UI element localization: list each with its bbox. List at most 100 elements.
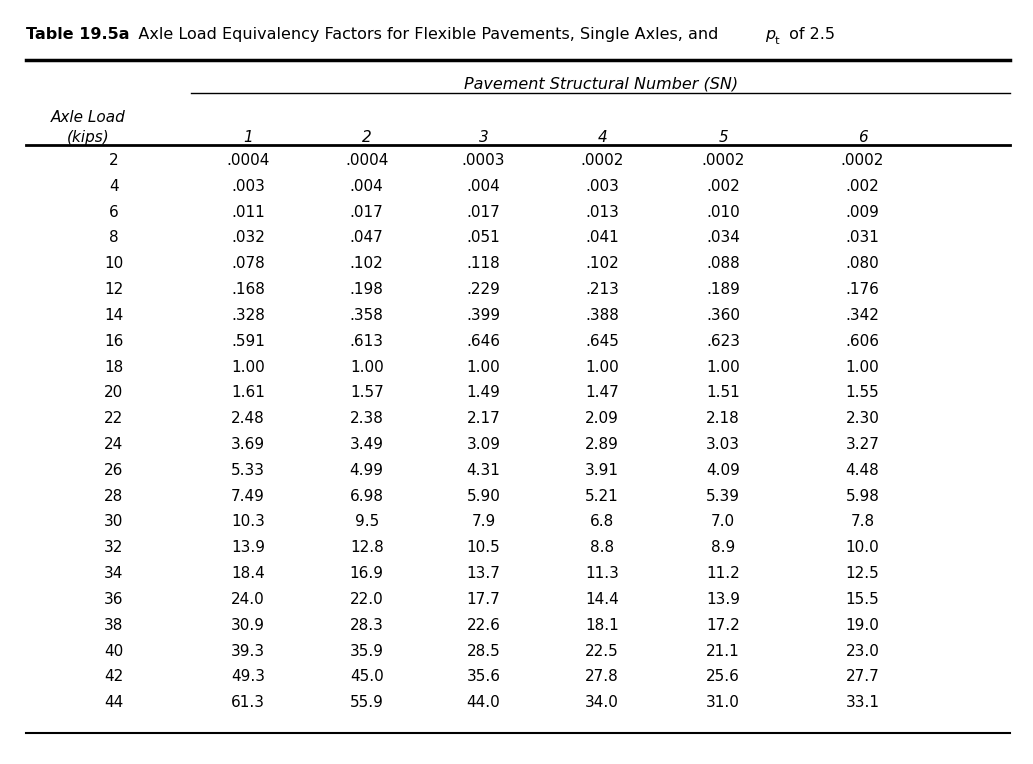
Text: 34.0: 34.0: [586, 695, 619, 711]
Text: 44.0: 44.0: [467, 695, 500, 711]
Text: 30: 30: [104, 514, 123, 529]
Text: 26: 26: [104, 463, 123, 478]
Text: 55.9: 55.9: [350, 695, 383, 711]
Text: 17.2: 17.2: [707, 618, 740, 633]
Text: .0003: .0003: [462, 153, 505, 168]
Text: 3.49: 3.49: [350, 437, 383, 452]
Text: .004: .004: [350, 179, 383, 194]
Text: .034: .034: [707, 231, 740, 245]
Text: 3.69: 3.69: [230, 437, 265, 452]
Text: 12: 12: [104, 282, 123, 297]
Text: 18.4: 18.4: [231, 566, 264, 581]
Text: 1.55: 1.55: [846, 385, 879, 400]
Text: .646: .646: [467, 334, 500, 348]
Text: 8.9: 8.9: [711, 540, 735, 555]
Text: .189: .189: [707, 282, 740, 297]
Text: .360: .360: [707, 308, 740, 323]
Text: .051: .051: [467, 231, 500, 245]
Text: Axle Load Equivalency Factors for Flexible Pavements, Single Axles, and: Axle Load Equivalency Factors for Flexib…: [123, 27, 723, 42]
Text: Pavement Structural Number (SN): Pavement Structural Number (SN): [464, 76, 738, 92]
Text: 5: 5: [718, 130, 728, 145]
Text: 4.09: 4.09: [707, 463, 740, 478]
Text: .017: .017: [350, 205, 383, 219]
Text: .0004: .0004: [345, 153, 388, 168]
Text: 10.0: 10.0: [846, 540, 879, 555]
Text: 12.8: 12.8: [350, 540, 383, 555]
Text: .645: .645: [586, 334, 619, 348]
Text: 5.90: 5.90: [467, 489, 500, 503]
Text: .342: .342: [846, 308, 879, 323]
Text: 5.21: 5.21: [586, 489, 619, 503]
Text: .009: .009: [846, 205, 879, 219]
Text: .010: .010: [707, 205, 740, 219]
Text: 1.00: 1.00: [846, 360, 879, 374]
Text: 1.49: 1.49: [467, 385, 500, 400]
Text: 49.3: 49.3: [231, 669, 264, 685]
Text: 1.00: 1.00: [350, 360, 383, 374]
Text: Table 19.5a: Table 19.5a: [26, 27, 129, 42]
Text: .399: .399: [466, 308, 501, 323]
Text: 27.7: 27.7: [846, 669, 879, 685]
Text: .004: .004: [467, 179, 500, 194]
Text: .032: .032: [231, 231, 264, 245]
Text: 2.89: 2.89: [586, 437, 619, 452]
Text: 2.17: 2.17: [467, 411, 500, 426]
Text: .613: .613: [350, 334, 383, 348]
Text: .017: .017: [467, 205, 500, 219]
Text: of 2.5: of 2.5: [784, 27, 835, 42]
Text: .358: .358: [350, 308, 383, 323]
Text: .0002: .0002: [701, 153, 745, 168]
Text: 22.6: 22.6: [467, 618, 500, 633]
Text: .0004: .0004: [226, 153, 270, 168]
Text: 7.0: 7.0: [711, 514, 735, 529]
Text: 5.33: 5.33: [231, 463, 264, 478]
Text: 32: 32: [104, 540, 123, 555]
Text: .102: .102: [350, 256, 383, 271]
Text: .229: .229: [467, 282, 500, 297]
Text: 61.3: 61.3: [231, 695, 264, 711]
Text: .088: .088: [707, 256, 740, 271]
Text: .003: .003: [586, 179, 619, 194]
Text: 45.0: 45.0: [350, 669, 383, 685]
Text: 42: 42: [104, 669, 123, 685]
Text: .002: .002: [846, 179, 879, 194]
Text: 20: 20: [104, 385, 123, 400]
Text: .0002: .0002: [581, 153, 624, 168]
Text: .102: .102: [586, 256, 619, 271]
Text: 38: 38: [104, 618, 123, 633]
Text: 28.5: 28.5: [467, 643, 500, 659]
Text: 11.3: 11.3: [586, 566, 619, 581]
Text: 2.38: 2.38: [350, 411, 383, 426]
Text: 7.49: 7.49: [231, 489, 264, 503]
Text: 18: 18: [104, 360, 123, 374]
Text: .198: .198: [350, 282, 383, 297]
Text: 25.6: 25.6: [707, 669, 740, 685]
Text: 8: 8: [108, 231, 119, 245]
Text: 6.98: 6.98: [350, 489, 383, 503]
Text: 7.8: 7.8: [850, 514, 875, 529]
Text: 13.9: 13.9: [231, 540, 264, 555]
Text: .606: .606: [846, 334, 879, 348]
Text: .591: .591: [231, 334, 264, 348]
Text: 31.0: 31.0: [707, 695, 740, 711]
Text: 1.57: 1.57: [350, 385, 383, 400]
Text: 19.0: 19.0: [846, 618, 879, 633]
Text: 23.0: 23.0: [846, 643, 879, 659]
Text: 28.3: 28.3: [350, 618, 383, 633]
Text: .388: .388: [586, 308, 619, 323]
Text: 39.3: 39.3: [230, 643, 265, 659]
Text: .047: .047: [350, 231, 383, 245]
Text: 22.5: 22.5: [586, 643, 619, 659]
Text: .003: .003: [231, 179, 264, 194]
Text: 22: 22: [104, 411, 123, 426]
Text: 33.1: 33.1: [846, 695, 879, 711]
Text: 12.5: 12.5: [846, 566, 879, 581]
Text: 2.09: 2.09: [586, 411, 619, 426]
Text: 10.5: 10.5: [467, 540, 500, 555]
Text: 28: 28: [104, 489, 123, 503]
Text: 9.5: 9.5: [354, 514, 379, 529]
Text: 1.47: 1.47: [586, 385, 619, 400]
Text: .031: .031: [846, 231, 879, 245]
Text: 18.1: 18.1: [586, 618, 619, 633]
Text: 14.4: 14.4: [586, 592, 619, 607]
